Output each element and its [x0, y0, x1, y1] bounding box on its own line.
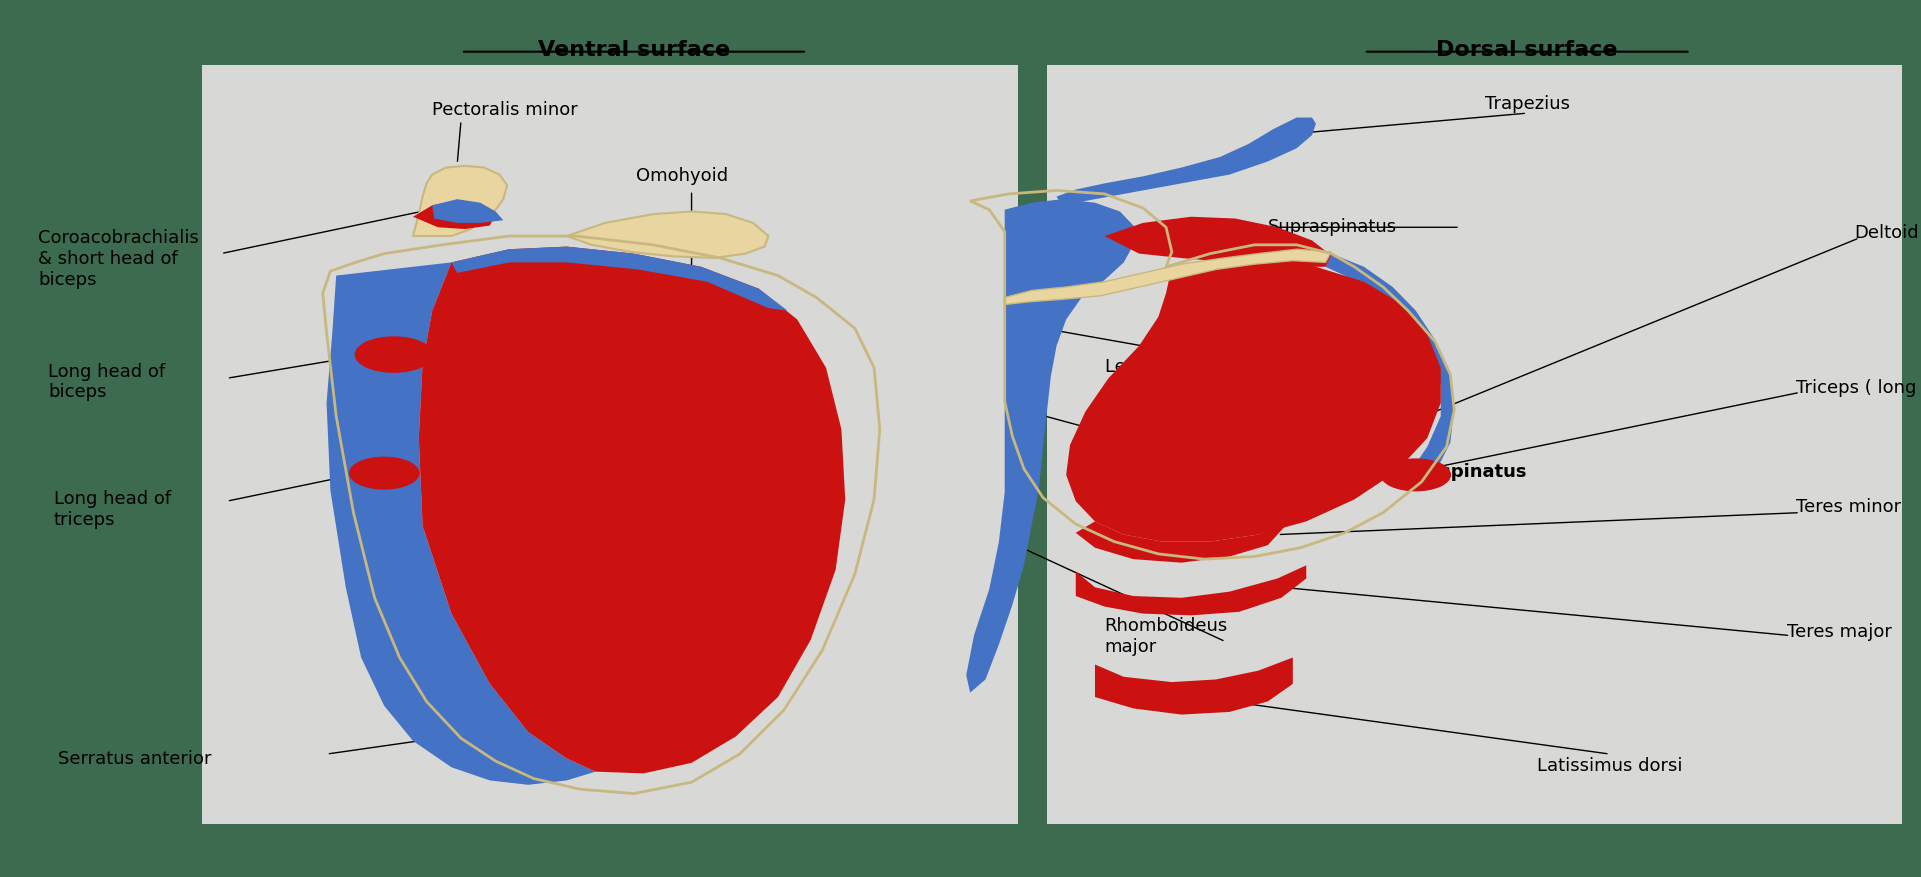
Text: Dorsal surface: Dorsal surface [1437, 39, 1617, 60]
Circle shape [350, 458, 419, 489]
Polygon shape [1076, 522, 1287, 563]
Circle shape [1381, 460, 1450, 491]
Polygon shape [1105, 217, 1331, 267]
Polygon shape [1095, 658, 1293, 715]
Text: Latissimus dorsi: Latissimus dorsi [1537, 756, 1683, 774]
Text: Supraspinatus: Supraspinatus [1268, 217, 1397, 235]
Text: Levator scapulae: Levator scapulae [1105, 358, 1258, 375]
Text: Long head of
triceps: Long head of triceps [54, 489, 171, 528]
Text: Pectoralis minor: Pectoralis minor [432, 101, 578, 118]
Text: Serratus anterior: Serratus anterior [58, 750, 211, 767]
Text: Rhomboideus
major: Rhomboideus major [1105, 617, 1228, 655]
Text: Coroacobrachialis
& short head of
biceps: Coroacobrachialis & short head of biceps [38, 229, 200, 289]
Text: Ventral surface: Ventral surface [538, 39, 730, 60]
Polygon shape [327, 263, 596, 785]
Text: Teres major: Teres major [1787, 623, 1892, 640]
Text: Triceps ( long head): Triceps ( long head) [1796, 379, 1921, 396]
Polygon shape [1076, 566, 1306, 616]
Circle shape [355, 338, 432, 373]
Polygon shape [451, 247, 788, 311]
Polygon shape [413, 167, 507, 237]
Text: Rhomboideus
minor: Rhomboideus minor [1105, 438, 1228, 477]
FancyBboxPatch shape [1047, 66, 1902, 824]
Polygon shape [1005, 250, 1331, 305]
Text: Trapezius: Trapezius [1485, 95, 1569, 112]
Polygon shape [1066, 259, 1441, 542]
Polygon shape [1057, 118, 1316, 207]
Polygon shape [432, 200, 503, 224]
Polygon shape [413, 202, 496, 230]
Polygon shape [567, 212, 768, 259]
Text: Omohyoid: Omohyoid [636, 167, 728, 184]
Polygon shape [966, 200, 1133, 693]
FancyBboxPatch shape [202, 66, 1018, 824]
Text: Deltoid: Deltoid [1854, 224, 1919, 241]
Text: Infraspinatus: Infraspinatus [1393, 463, 1527, 481]
Text: Teres minor: Teres minor [1796, 498, 1902, 516]
Polygon shape [1325, 254, 1454, 482]
Text: Subscapularis: Subscapularis [519, 499, 672, 518]
Polygon shape [419, 247, 845, 774]
Text: Long head of
biceps: Long head of biceps [48, 362, 165, 401]
